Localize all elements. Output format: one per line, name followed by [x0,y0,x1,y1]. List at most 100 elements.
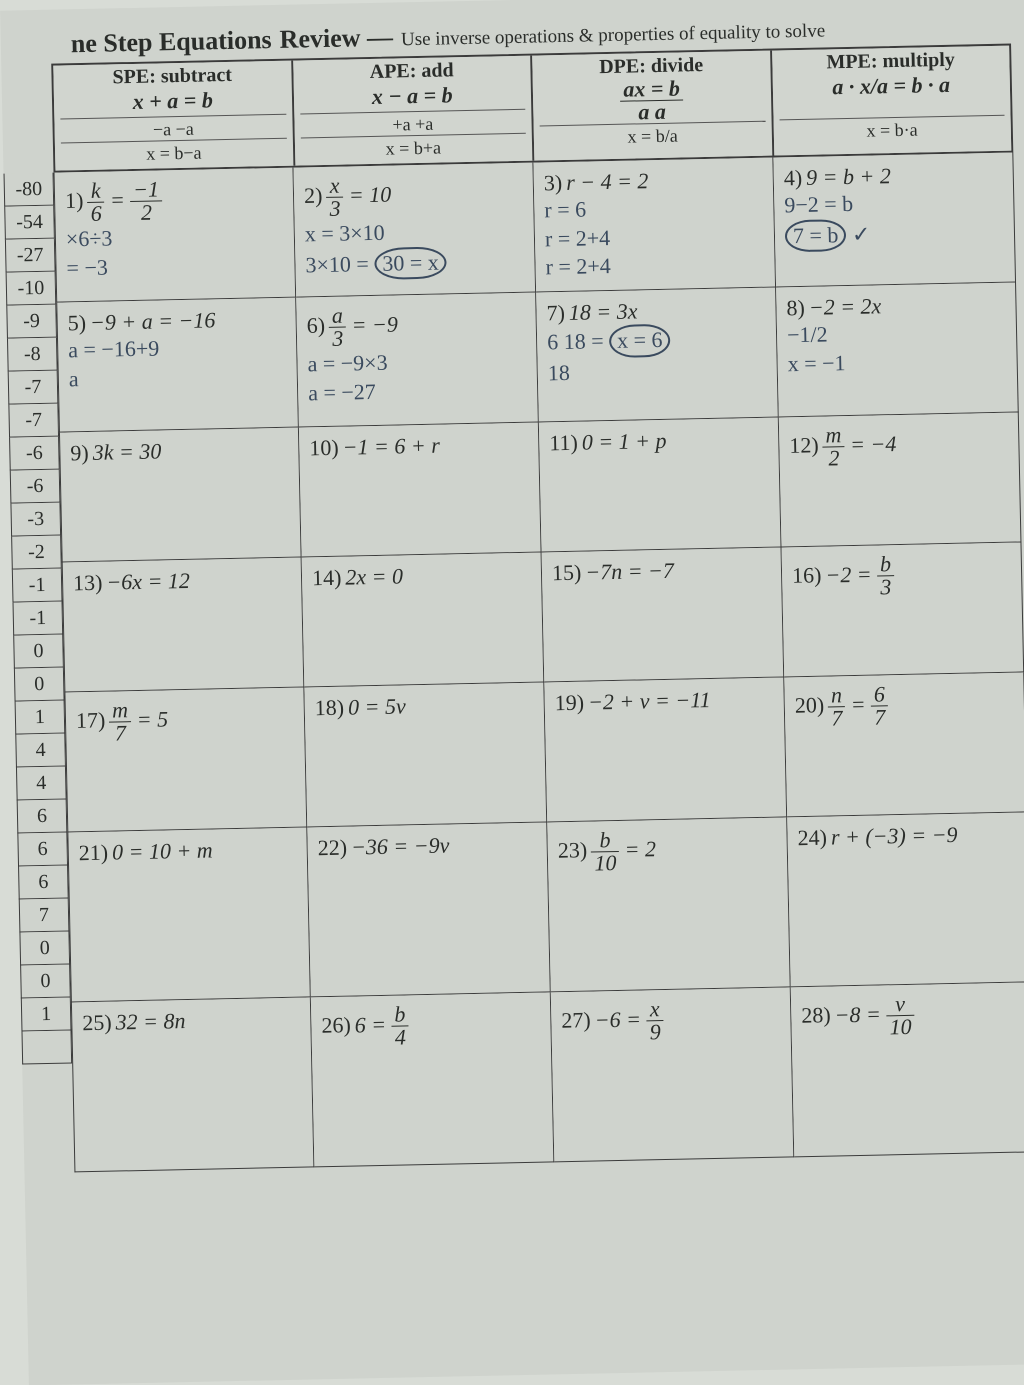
problem-cell: 17) m7 = 5 [64,687,307,832]
handwritten-work: a = −9×3a = −27 [307,346,527,408]
problem-cell: 27) −6 = x9 [551,987,795,1162]
problem-number: 17) [76,707,106,733]
problem-equation: 9 = b + 2 [806,163,891,190]
side-number-cell: 1 [21,997,72,1031]
problem-cell: 15) −7n = −7 [542,547,785,682]
problem-number: 25) [82,1010,112,1036]
side-number-cell: -9 [6,305,57,339]
problem-equation: 32 = 8n [115,1008,185,1034]
problem-number: 14) [312,565,342,591]
problem-equation: 3k = 30 [92,438,161,464]
problem-equation: 18 = 3x [569,298,638,324]
rule-eq: x − a = b [299,81,525,112]
problem-equation: b10 = 2 [591,836,656,862]
problem-cell: 2) x3 = 10 x = 3×103×10 = 30 = x [293,163,536,298]
problem-cell: 14) 2x = 0 [302,553,545,688]
problem-number: 16) [792,562,822,588]
problem-number: 3) [544,170,563,195]
problem-cell: 3) r − 4 = 2r = 6r = 2+4r = 2+4 [533,158,776,293]
problem-equation: −1 = 6 + r [342,433,440,460]
problem-cell: 28) −8 = v10 [791,982,1024,1157]
problem-equation: −36 = −9v [351,833,450,860]
problem-number: 23) [558,837,588,863]
problem-number: 4) [784,165,803,190]
problem-equation: a3 = −9 [329,311,398,337]
problem-cell: 8) −2 = 2x−1/2x = −1 [776,283,1019,418]
problem-equation: −2 = b3 [825,561,894,587]
handwritten-work: 9−2 = b7 = b ✓ [784,187,1004,253]
problem-equation: 2x = 0 [345,563,403,589]
title-main: ne Step Equations [71,25,272,59]
handwritten-work: −1/2x = −1 [787,317,1007,379]
problem-cell: 9) 3k = 30 [59,428,302,563]
side-number-cell: -54 [4,206,55,240]
problem-grid: 1) k6 = −12×6÷3= −3 2) x3 = 10 x = 3×103×1… [54,153,1024,1173]
problem-cell: 10) −1 = 6 + r [299,423,542,558]
problem-cell: 16) −2 = b3 [782,542,1024,677]
side-number-cell: 0 [19,931,70,965]
rule-ape: APE: add x − a = b +a +a x = b+a [293,56,535,166]
side-number-cell: 0 [20,964,71,998]
rule-ans: x = b+a [300,133,526,162]
title-subtitle: Use inverse operations & properties of e… [401,20,826,51]
side-number-cell: -6 [9,437,60,471]
side-number-cell: 0 [14,668,65,702]
problem-number: 2) [304,183,323,208]
problem-equation: m2 = −4 [822,431,896,458]
problem-cell: 25) 32 = 8n [71,997,315,1172]
main-wrap: -80-54-27-10-9-8-7-7-6-6-3-2-1-100144666… [4,152,1024,1173]
title-review: Review — [279,23,393,55]
side-number-cell: -6 [10,470,61,504]
handwritten-work: a = −16+9a [68,332,287,394]
side-number-cell: -1 [12,569,63,603]
problem-equation: r − 4 = 2 [566,168,649,195]
problem-equation: n7 = 67 [828,691,888,717]
problem-number: 21) [79,840,109,866]
problem-number: 15) [552,560,582,586]
rule-eq: x + a = b [60,86,286,117]
side-number-cell: 4 [16,767,67,801]
problem-number: 18) [315,695,345,721]
handwritten-work: r = 6r = 2+4r = 2+4 [544,192,765,282]
problem-number: 13) [73,570,103,596]
problem-number: 5) [67,310,86,335]
problem-cell: 19) −2 + v = −11 [544,677,787,822]
side-number-cell: -8 [7,338,58,372]
problem-equation: −2 + v = −11 [588,687,711,715]
problem-cell: 4) 9 = b + 29−2 = b7 = b ✓ [773,153,1016,288]
problem-cell: 13) −6x = 12 [62,558,305,693]
rule-ans: x = b·a [779,115,1005,144]
problem-equation: 0 = 10 + m [112,837,213,864]
side-number-cell: 1 [15,701,66,735]
side-number-cell: -10 [6,272,57,306]
problem-equation: x3 = 10 [326,181,391,207]
problem-equation: m7 = 5 [109,706,168,732]
problem-cell: 12) m2 = −4 [779,412,1022,547]
problem-cell: 24) r + (−3) = −9 [787,812,1024,987]
side-number-cell: -7 [8,371,59,405]
side-number-cell: -1 [13,602,64,636]
problem-cell: 1) k6 = −12×6÷3= −3 [54,168,297,303]
side-number-cell: -7 [8,404,59,438]
problem-number: 8) [786,295,805,320]
problem-number: 6) [307,313,326,338]
problem-number: 12) [789,432,819,458]
rule-eq: a · x/a = b · a [778,71,1004,102]
problem-cell: 6) a3 = −9 a = −9×3a = −27 [296,293,539,428]
problem-number: 27) [561,1007,591,1033]
side-number-cell: 0 [13,635,64,669]
rule-spe: SPE: subtract x + a = b −a −a x = b−a [53,61,295,171]
worksheet-page: ne Step Equations Review — Use inverse o… [0,0,1024,1385]
problem-equation: r + (−3) = −9 [831,822,958,850]
side-number-cell [21,1030,72,1064]
handwritten-work: x = 3×103×10 = 30 = x [305,216,525,282]
problem-number: 26) [321,1012,351,1038]
problem-number: 22) [317,835,347,861]
problem-cell: 20) n7 = 67 [784,672,1024,817]
side-number-cell: -27 [5,239,56,273]
problem-number: 19) [554,690,584,716]
problem-cell: 11) 0 = 1 + p [539,418,782,553]
problem-equation: 0 = 5v [348,693,406,719]
problem-cell: 23) b10 = 2 [547,817,791,992]
rule-ans: x = b/a [540,121,766,150]
